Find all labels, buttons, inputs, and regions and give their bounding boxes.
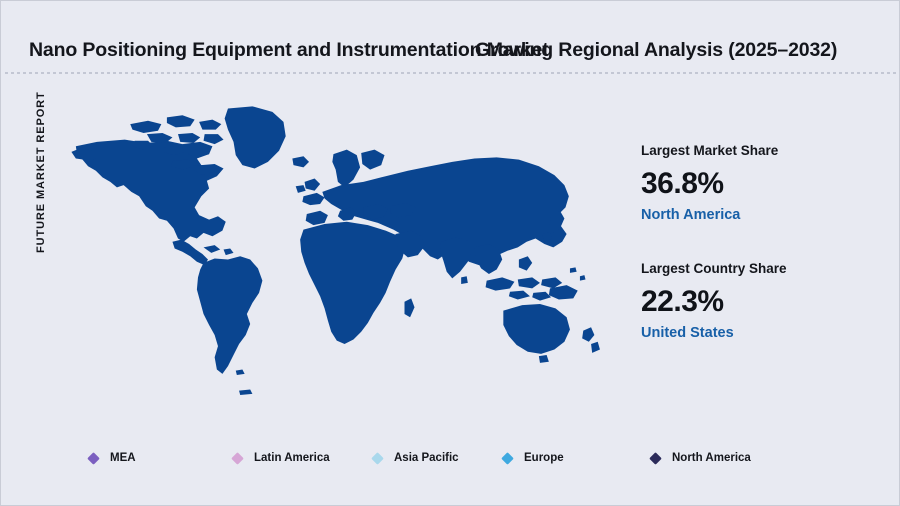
header: Nano Positioning Equipment and Instrumen… bbox=[1, 1, 899, 73]
title-overlay-text: Growing Regional Analysis (2025–2032) bbox=[475, 39, 838, 61]
brand-side-label: FUTURE MARKET REPORT bbox=[35, 91, 47, 253]
legend-label: North America bbox=[672, 452, 751, 464]
page-title: Nano Positioning Equipment and Instrumen… bbox=[29, 37, 879, 67]
world-map-svg bbox=[71, 106, 600, 396]
metric-value: 22.3% bbox=[641, 285, 724, 318]
header-divider bbox=[5, 72, 897, 74]
metric-value: 36.8% bbox=[641, 167, 724, 200]
title-main-text: Nano Positioning Equipment and Instrumen… bbox=[29, 39, 549, 61]
legend-label: MEA bbox=[110, 452, 136, 464]
legend-marker-diamond-icon bbox=[231, 451, 244, 465]
legend-label: Latin America bbox=[254, 452, 330, 464]
world-map bbox=[63, 93, 625, 415]
legend-marker-diamond-icon bbox=[87, 451, 100, 465]
metric-label: Largest Country Share bbox=[641, 261, 787, 276]
metric-region: United States bbox=[641, 325, 734, 341]
legend-item-latin-america[interactable]: Latin America bbox=[231, 447, 330, 469]
legend-label: Europe bbox=[524, 452, 564, 464]
metric-largest-country-share: Largest Country Share 22.3% United State… bbox=[641, 259, 881, 343]
metric-largest-market-share: Largest Market Share 36.8% North America bbox=[641, 141, 881, 225]
map-landmasses bbox=[71, 106, 600, 396]
legend-item-mea[interactable]: MEA bbox=[87, 447, 136, 469]
legend-item-asia-pacific[interactable]: Asia Pacific bbox=[371, 447, 459, 469]
metrics-panel: Largest Market Share 36.8% North America… bbox=[641, 141, 881, 377]
legend-item-north-america[interactable]: North America bbox=[649, 447, 751, 469]
legend-item-europe[interactable]: Europe bbox=[501, 447, 564, 469]
legend-marker-diamond-icon bbox=[501, 451, 514, 465]
legend-marker-diamond-icon bbox=[649, 451, 662, 465]
metric-label: Largest Market Share bbox=[641, 143, 779, 158]
legend-marker-diamond-icon bbox=[371, 451, 384, 465]
legend-label: Asia Pacific bbox=[394, 452, 459, 464]
legend: MEA Latin America Asia Pacific Europe No… bbox=[81, 447, 821, 469]
metric-region: North America bbox=[641, 207, 741, 223]
